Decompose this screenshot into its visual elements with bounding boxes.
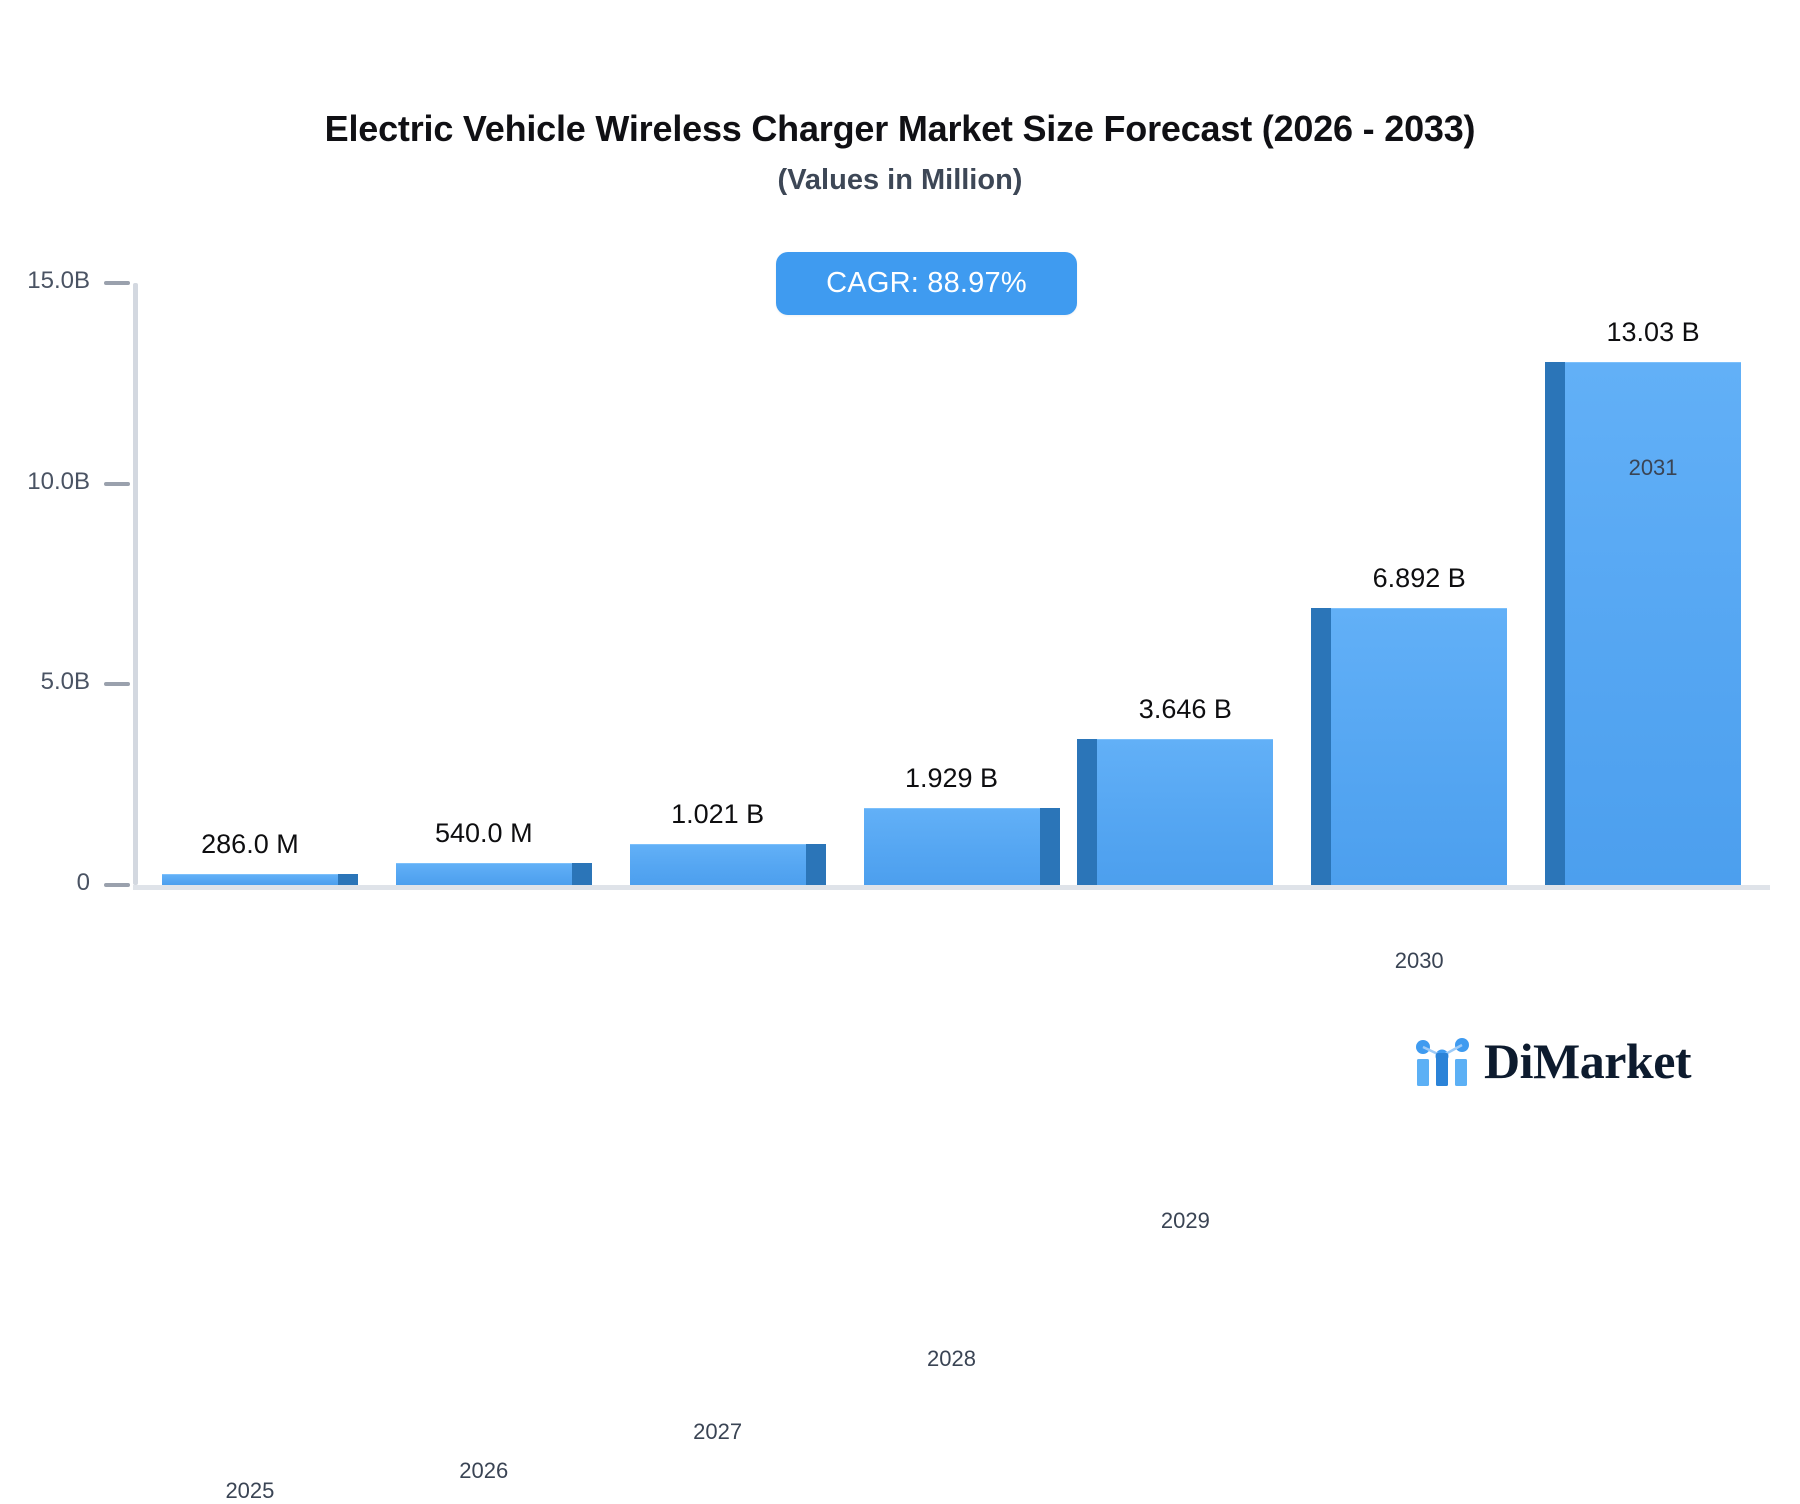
brand-logo: DiMarket	[1415, 1033, 1692, 1089]
bar-value-label: 6.892 B	[1372, 563, 1466, 594]
cagr-badge: CAGR: 88.97%	[776, 252, 1077, 315]
x-axis-tick-label: 2027	[693, 1419, 743, 1445]
bar-3d-side	[571, 873, 592, 885]
bar-face	[1565, 362, 1742, 885]
bar-3d-top	[1039, 807, 1060, 818]
x-axis-tick-label: 2031	[1628, 455, 1678, 481]
brand-name: DiMarket	[1484, 1033, 1692, 1089]
y-axis-tick-mark	[104, 682, 130, 687]
bar-2028[interactable]: 1.929 B 2028	[863, 763, 1060, 1371]
bar-chart-icon	[1415, 1035, 1470, 1087]
bar-3d-top	[1311, 608, 1332, 619]
bar-3d-side	[1545, 372, 1566, 885]
bar-3d-top	[805, 844, 826, 855]
bar-3d-side	[805, 854, 826, 885]
y-axis-tick-mark	[104, 883, 130, 887]
bar-face	[161, 873, 338, 885]
bar-2026[interactable]: 540.0 M 2026	[395, 818, 592, 1483]
bar-value-label: 3.646 B	[1138, 693, 1232, 724]
bar-3d-side	[337, 883, 358, 885]
y-axis-line	[133, 283, 138, 885]
bar-face	[863, 807, 1040, 885]
y-axis-tick-label: 0	[76, 869, 90, 896]
x-axis-tick-label: 2026	[459, 1457, 509, 1483]
x-axis-tick-label: 2025	[225, 1478, 275, 1504]
page-title: Electric Vehicle Wireless Charger Market…	[324, 108, 1476, 149]
bar-2031[interactable]: 13.03 B 2031	[1545, 317, 1742, 885]
bar-3d-side	[1039, 817, 1060, 885]
bar-value-label: 286.0 M	[201, 828, 299, 859]
bar-2027[interactable]: 1.021 B 2027	[629, 799, 826, 1444]
y-axis-tick-label: 15.0B	[27, 267, 90, 294]
plot-area: 286.0 M 2025 540.0 M 2026 1.021 B 2027 1.929 B…	[133, 283, 1770, 1503]
bar-2025[interactable]: 286.0 M 2025	[161, 829, 358, 1503]
bar-value-label: 13.03 B	[1606, 317, 1700, 348]
bar-3d-top	[1545, 362, 1566, 373]
bar-3d-top	[1077, 738, 1098, 749]
bar-value-label: 1.929 B	[904, 762, 999, 793]
bar-value-label: 1.021 B	[671, 799, 765, 830]
y-axis-tick-mark	[104, 481, 130, 486]
y-axis-tick-label: 5.0B	[40, 668, 90, 696]
y-axis-tick-label: 10.0B	[27, 467, 90, 495]
bar-3d-top	[571, 863, 592, 874]
bar-face	[1097, 738, 1274, 885]
bar-value-label: 540.0 M	[435, 818, 533, 849]
x-axis-tick-label: 2030	[1394, 947, 1444, 973]
x-axis-tick-label: 2029	[1160, 1208, 1210, 1234]
bar-face	[395, 863, 572, 885]
bar-2030[interactable]: 6.892 B 2030	[1311, 563, 1508, 973]
bar-3d-side	[1311, 618, 1332, 885]
bar-2029[interactable]: 3.646 B 2029	[1077, 694, 1274, 1233]
chart-subtitle: (Values in Million)	[777, 164, 1023, 196]
bar-3d-side	[1077, 748, 1098, 885]
bar-face	[629, 844, 806, 885]
x-axis-tick-label: 2028	[927, 1346, 976, 1372]
bar-face	[1331, 608, 1508, 885]
x-axis-line	[133, 885, 1770, 890]
bar-3d-top	[337, 873, 358, 884]
y-axis-tick-mark	[104, 281, 130, 285]
cagr-badge-label: CAGR: 88.97%	[826, 267, 1027, 299]
